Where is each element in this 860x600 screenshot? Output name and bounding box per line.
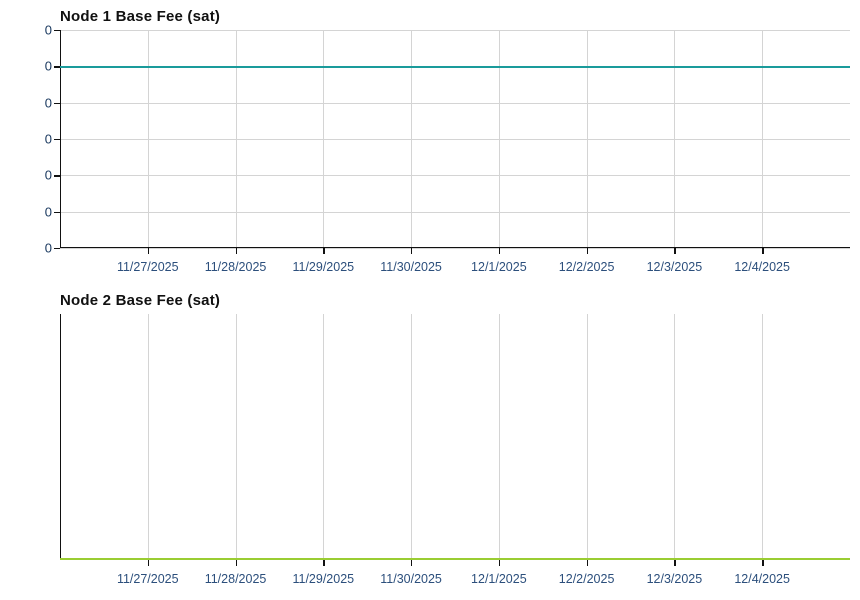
x-tick-mark [762, 248, 763, 254]
chart-node2-title: Node 2 Base Fee (sat) [60, 292, 220, 309]
x-tick-mark [499, 248, 500, 254]
y-tick-mark [54, 30, 60, 31]
gridline-horizontal [60, 248, 850, 249]
gridline-vertical [499, 30, 500, 248]
x-tick-mark [411, 248, 412, 254]
gridline-vertical [587, 314, 588, 560]
gridline-vertical [236, 314, 237, 560]
x-tick-label: 11/30/2025 [380, 572, 442, 586]
gridline-vertical [674, 314, 675, 560]
x-tick-mark [587, 248, 588, 254]
gridline-vertical [411, 314, 412, 560]
x-tick-mark [674, 560, 675, 566]
y-tick-label: 0 [28, 95, 52, 110]
x-tick-label: 12/2/2025 [559, 572, 615, 586]
gridline-vertical [236, 30, 237, 248]
x-tick-mark [499, 560, 500, 566]
chart-node2-plot-area[interactable]: 11/27/2025 11/28/2025 11/29/2025 11/30/2… [60, 314, 850, 560]
x-axis-line [60, 247, 850, 248]
gridline-vertical [762, 314, 763, 560]
gridline-horizontal [60, 30, 850, 31]
y-axis-line [60, 30, 61, 248]
chart-node1-container: Node 1 Base Fee (sat) 0 [0, 8, 860, 280]
y-tick-label: 0 [28, 59, 52, 74]
node1-fee-line[interactable] [60, 66, 850, 68]
y-tick-mark [54, 139, 60, 140]
x-tick-label: 12/3/2025 [647, 572, 703, 586]
x-tick-label: 12/4/2025 [734, 260, 790, 274]
x-tick-label: 12/1/2025 [471, 260, 527, 274]
y-tick-mark [54, 248, 60, 249]
x-tick-label: 11/29/2025 [292, 260, 354, 274]
y-tick-mark [54, 212, 60, 213]
x-tick-label: 11/28/2025 [205, 260, 267, 274]
gridline-vertical [587, 30, 588, 248]
gridline-vertical [323, 314, 324, 560]
x-tick-label: 12/2/2025 [559, 260, 615, 274]
dashboard-page: Node 1 Base Fee (sat) 0 [0, 0, 860, 600]
gridline-vertical [148, 314, 149, 560]
chart-node2-container: Node 2 Base Fee (sat) 11/27/2025 11/28/2… [0, 292, 860, 592]
x-tick-mark [148, 560, 149, 566]
x-tick-label: 11/29/2025 [292, 572, 354, 586]
x-tick-label: 11/27/2025 [117, 260, 179, 274]
y-axis-line [60, 314, 61, 560]
node2-fee-line[interactable] [60, 558, 850, 560]
gridline-vertical [762, 30, 763, 248]
y-tick-label: 0 [28, 204, 52, 219]
gridline-horizontal [60, 175, 850, 176]
y-tick-mark [54, 103, 60, 104]
y-tick-label: 0 [28, 168, 52, 183]
chart-node1-title: Node 1 Base Fee (sat) [60, 8, 220, 25]
x-tick-mark [236, 248, 237, 254]
gridline-horizontal [60, 212, 850, 213]
x-tick-mark [148, 248, 149, 254]
y-tick-label: 0 [28, 241, 52, 256]
gridline-vertical [411, 30, 412, 248]
gridline-vertical [323, 30, 324, 248]
x-tick-mark [411, 560, 412, 566]
x-tick-label: 11/30/2025 [380, 260, 442, 274]
x-tick-label: 12/3/2025 [647, 260, 703, 274]
x-tick-mark [587, 560, 588, 566]
gridline-horizontal [60, 103, 850, 104]
chart-node1-plot-area[interactable]: 0 0 0 0 0 0 0 11/27/2025 11/28/2025 11/2… [60, 30, 850, 248]
x-tick-mark [323, 248, 324, 254]
gridline-horizontal [60, 139, 850, 140]
x-tick-label: 12/4/2025 [734, 572, 790, 586]
gridline-vertical [674, 30, 675, 248]
x-tick-mark [674, 248, 675, 254]
x-tick-mark [236, 560, 237, 566]
x-tick-label: 11/28/2025 [205, 572, 267, 586]
x-tick-label: 12/1/2025 [471, 572, 527, 586]
gridline-vertical [148, 30, 149, 248]
x-tick-mark [323, 560, 324, 566]
y-tick-label: 0 [28, 23, 52, 38]
x-tick-label: 11/27/2025 [117, 572, 179, 586]
y-tick-mark [54, 175, 60, 176]
y-tick-label: 0 [28, 132, 52, 147]
x-tick-mark [762, 560, 763, 566]
gridline-vertical [499, 314, 500, 560]
